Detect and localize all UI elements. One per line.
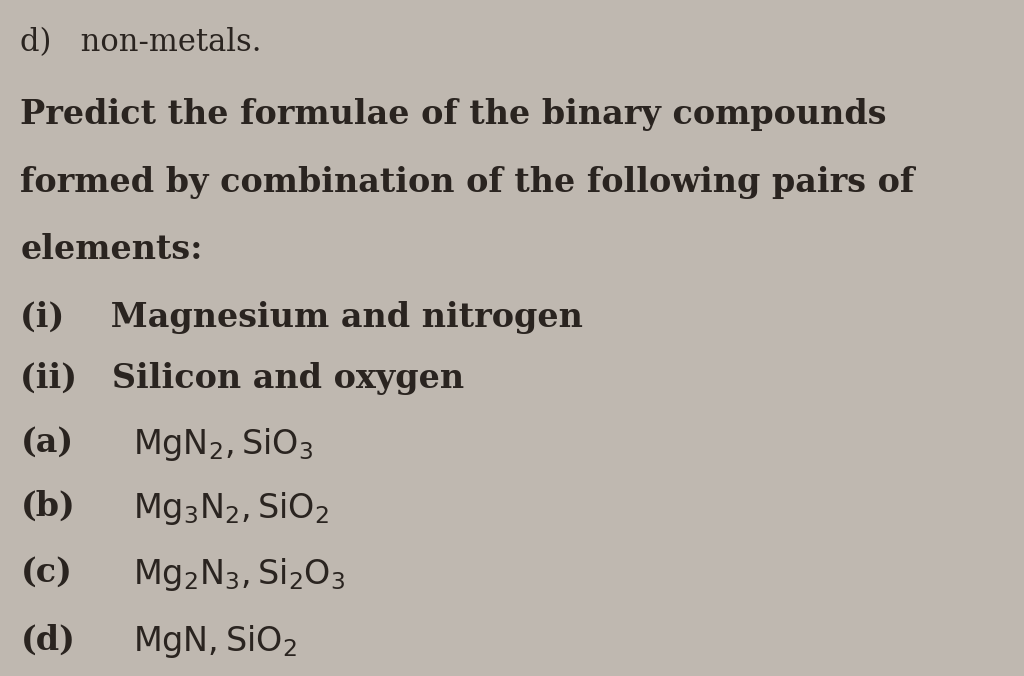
Text: (c): (c): [20, 556, 73, 589]
Text: $\mathrm{MgN, SiO_2}$: $\mathrm{MgN, SiO_2}$: [133, 623, 297, 660]
Text: $\mathrm{MgN_2, SiO_3}$: $\mathrm{MgN_2, SiO_3}$: [133, 426, 313, 463]
Text: elements:: elements:: [20, 233, 203, 266]
Text: (d): (d): [20, 623, 76, 656]
Text: $\mathrm{Mg_3N_2, SiO_2}$: $\mathrm{Mg_3N_2, SiO_2}$: [133, 490, 329, 527]
Text: (b): (b): [20, 490, 75, 523]
Text: $\mathrm{Mg_2N_3, Si_2O_3}$: $\mathrm{Mg_2N_3, Si_2O_3}$: [133, 556, 345, 593]
Text: Predict the formulae of the binary compounds: Predict the formulae of the binary compo…: [20, 98, 887, 131]
Text: (i)    Magnesium and nitrogen: (i) Magnesium and nitrogen: [20, 301, 584, 334]
Text: (a): (a): [20, 426, 74, 459]
Text: (ii)   Silicon and oxygen: (ii) Silicon and oxygen: [20, 362, 465, 395]
Text: formed by combination of the following pairs of: formed by combination of the following p…: [20, 166, 914, 199]
Text: d)   non-metals.: d) non-metals.: [20, 27, 262, 58]
